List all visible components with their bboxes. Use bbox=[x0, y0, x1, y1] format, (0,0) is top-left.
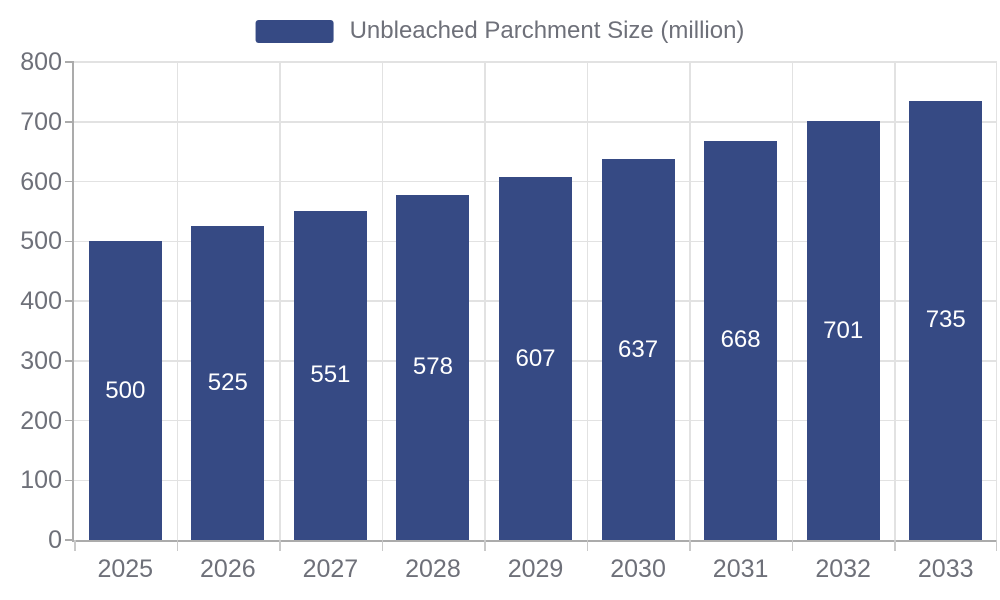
gridline-vertical bbox=[894, 62, 896, 540]
y-axis-tick-label: 100 bbox=[20, 466, 62, 495]
x-axis-tick-label: 2031 bbox=[712, 555, 769, 583]
y-axis-tick-label: 600 bbox=[20, 167, 62, 196]
bar-value-label: 578 bbox=[412, 353, 453, 381]
y-axis-tick-label: 700 bbox=[20, 107, 62, 136]
plot-area: 0 100 200 300 400 500 600 700 800 500 2025 525 2026 5… bbox=[20, 48, 997, 583]
legend-item[interactable]: Unbleached Parchment Size (million) bbox=[255, 17, 745, 45]
y-axis-tick-label: 800 bbox=[20, 48, 62, 76]
x-axis-tick bbox=[279, 540, 281, 551]
bar-value-label: 701 bbox=[823, 316, 864, 344]
y-axis-tick bbox=[65, 180, 74, 183]
bar[interactable]: 668 bbox=[704, 140, 778, 540]
y-axis-tick bbox=[65, 240, 74, 242]
y-axis-tick bbox=[65, 121, 74, 123]
gridline-vertical bbox=[484, 62, 486, 540]
bar[interactable]: 525 bbox=[191, 226, 265, 540]
gridline-vertical bbox=[176, 62, 179, 540]
x-axis-tick bbox=[74, 540, 76, 551]
bar[interactable]: 551 bbox=[293, 210, 367, 540]
gridline-vertical bbox=[791, 62, 794, 540]
x-axis-tick bbox=[894, 540, 896, 551]
gridline-vertical bbox=[279, 62, 281, 540]
y-axis-tick-label: 500 bbox=[20, 227, 62, 256]
y-axis-tick bbox=[65, 539, 74, 541]
gridline-horizontal bbox=[74, 61, 997, 63]
gridline-vertical bbox=[995, 62, 997, 540]
x-axis-tick-label: 2030 bbox=[610, 555, 666, 583]
y-axis-tick bbox=[65, 419, 74, 422]
bar[interactable]: 637 bbox=[601, 159, 675, 540]
bar[interactable]: 735 bbox=[909, 100, 983, 540]
bar-value-label: 735 bbox=[925, 306, 966, 334]
legend-swatch bbox=[255, 19, 334, 43]
y-axis-tick-label: 200 bbox=[20, 406, 62, 435]
x-axis-tick bbox=[381, 540, 384, 551]
bar[interactable]: 607 bbox=[499, 177, 572, 540]
x-axis-tick bbox=[689, 540, 691, 551]
x-axis-tick-label: 2026 bbox=[200, 555, 256, 583]
bar-value-label: 607 bbox=[515, 344, 556, 372]
bar-value-label: 500 bbox=[105, 376, 146, 404]
x-axis-tick bbox=[791, 540, 794, 551]
bar[interactable]: 701 bbox=[806, 121, 880, 540]
x-axis-tick-label: 2028 bbox=[405, 555, 461, 583]
gridline-vertical bbox=[381, 62, 384, 540]
x-axis-tick bbox=[586, 540, 589, 551]
bar-value-label: 551 bbox=[310, 361, 351, 389]
y-axis-tick bbox=[65, 300, 74, 302]
x-axis-tick-label: 2025 bbox=[97, 555, 154, 583]
gridline-vertical bbox=[586, 62, 589, 540]
x-axis-tick-label: 2033 bbox=[917, 555, 974, 583]
x-axis-tick bbox=[484, 540, 486, 551]
y-axis-tick-label: 0 bbox=[48, 526, 62, 554]
x-axis-tick bbox=[995, 540, 997, 551]
y-axis-tick bbox=[65, 61, 74, 63]
y-axis-tick bbox=[65, 360, 74, 362]
x-axis-tick-label: 2029 bbox=[507, 555, 564, 583]
bar-value-label: 668 bbox=[720, 326, 761, 354]
x-axis-tick-label: 2032 bbox=[815, 555, 871, 583]
y-axis-tick bbox=[65, 479, 74, 481]
bar-value-label: 637 bbox=[618, 335, 659, 363]
x-axis-line bbox=[72, 540, 997, 542]
bar-value-label: 525 bbox=[207, 369, 248, 397]
bar[interactable]: 500 bbox=[88, 241, 162, 540]
bar[interactable]: 578 bbox=[396, 194, 470, 540]
y-axis-tick-label: 300 bbox=[20, 346, 62, 375]
x-axis-tick-label: 2027 bbox=[302, 555, 359, 583]
gridline-vertical bbox=[689, 62, 691, 540]
y-axis-tick-label: 400 bbox=[20, 287, 62, 315]
x-axis-tick bbox=[176, 540, 179, 551]
gridline-horizontal bbox=[74, 121, 997, 123]
legend-label: Unbleached Parchment Size (million) bbox=[349, 17, 745, 44]
